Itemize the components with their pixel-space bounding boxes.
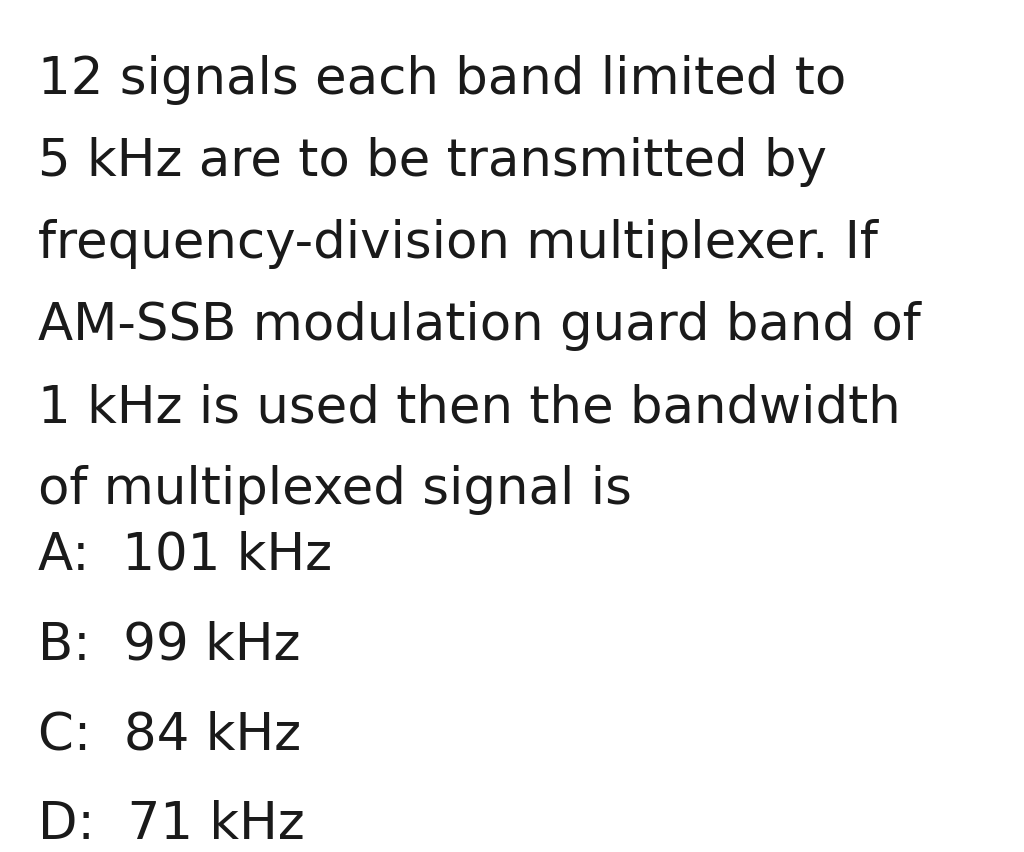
Text: 12 signals each band limited to: 12 signals each band limited to	[38, 55, 846, 105]
Text: A:  101 kHz: A: 101 kHz	[38, 529, 332, 579]
Text: 5 kHz are to be transmitted by: 5 kHz are to be transmitted by	[38, 137, 826, 187]
Text: of multiplexed signal is: of multiplexed signal is	[38, 464, 632, 515]
Text: frequency-division multiplexer. If: frequency-division multiplexer. If	[38, 219, 878, 268]
Text: D:  71 kHz: D: 71 kHz	[38, 799, 305, 849]
Text: C:  84 kHz: C: 84 kHz	[38, 709, 301, 759]
Text: AM-SSB modulation guard band of: AM-SSB modulation guard band of	[38, 301, 921, 350]
Text: 1 kHz is used then the bandwidth: 1 kHz is used then the bandwidth	[38, 383, 901, 433]
Text: B:  99 kHz: B: 99 kHz	[38, 619, 300, 669]
